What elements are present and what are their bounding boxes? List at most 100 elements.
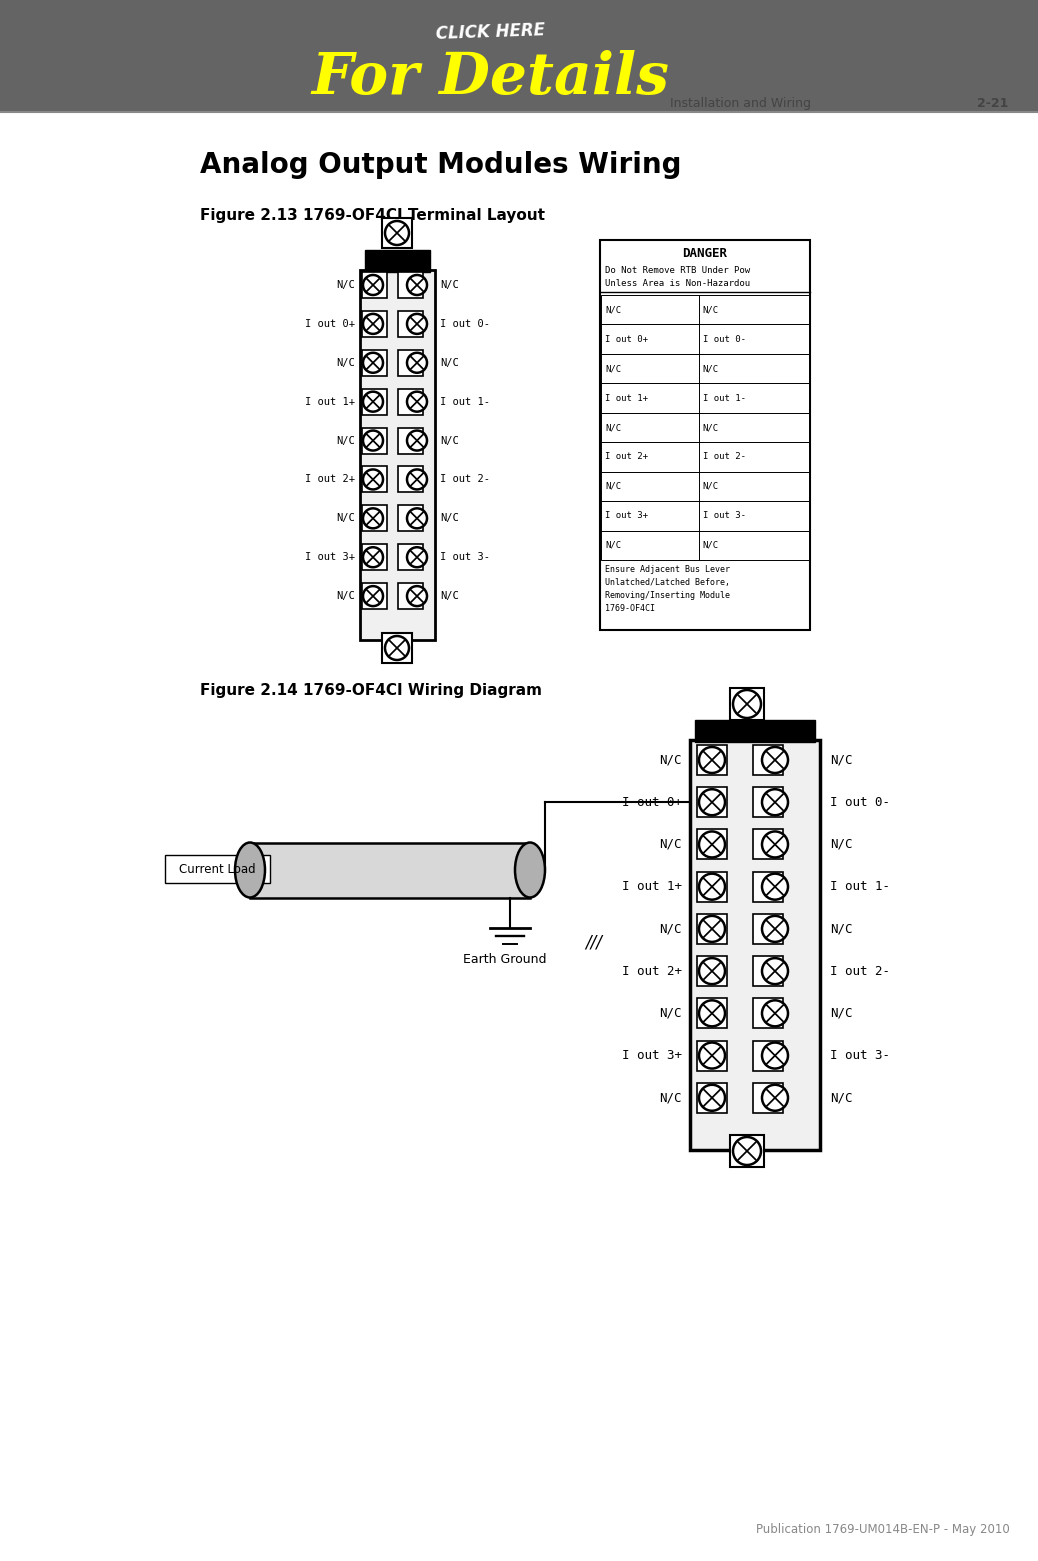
Bar — [398, 389, 424, 415]
Bar — [362, 506, 387, 531]
Bar — [601, 531, 809, 560]
Text: N/C: N/C — [336, 592, 355, 601]
Text: Figure 2.14 1769-OF4CI Wiring Diagram: Figure 2.14 1769-OF4CI Wiring Diagram — [200, 682, 542, 698]
Bar — [0, 0, 1038, 112]
Bar — [696, 871, 727, 902]
Bar — [398, 311, 424, 337]
Bar — [382, 634, 412, 663]
Bar — [696, 745, 727, 774]
Circle shape — [699, 958, 725, 983]
Text: I out 3+: I out 3+ — [622, 1049, 682, 1061]
Circle shape — [733, 690, 761, 718]
Text: N/C: N/C — [703, 306, 719, 314]
Text: I out 1-: I out 1- — [703, 393, 745, 403]
Text: N/C: N/C — [659, 923, 682, 935]
Bar — [600, 240, 810, 631]
Circle shape — [762, 916, 788, 941]
Bar — [398, 584, 424, 609]
Bar — [398, 350, 424, 376]
Text: N/C: N/C — [703, 423, 719, 432]
Circle shape — [762, 1043, 788, 1069]
Circle shape — [363, 431, 383, 451]
Circle shape — [699, 1085, 725, 1111]
Bar — [362, 311, 387, 337]
Circle shape — [407, 275, 427, 295]
Bar — [360, 270, 435, 640]
Text: Figure 2.13 1769-OF4CI Terminal Layout: Figure 2.13 1769-OF4CI Terminal Layout — [200, 208, 545, 223]
Bar — [601, 501, 809, 531]
Text: I out 3-: I out 3- — [703, 512, 745, 520]
Bar — [601, 295, 809, 325]
Circle shape — [762, 790, 788, 815]
Text: Unless Area is Non-Hazardou: Unless Area is Non-Hazardou — [605, 278, 750, 287]
Bar — [753, 787, 783, 818]
Circle shape — [699, 1001, 725, 1026]
Text: N/C: N/C — [605, 540, 621, 549]
Circle shape — [762, 1001, 788, 1026]
Text: N/C: N/C — [336, 279, 355, 290]
Text: N/C: N/C — [605, 482, 621, 490]
Text: I out 2+: I out 2+ — [305, 475, 355, 484]
Text: I out 0-: I out 0- — [703, 334, 745, 343]
Text: N/C: N/C — [830, 838, 852, 851]
Circle shape — [733, 1136, 761, 1165]
Text: Publication 1769-UM014B-EN-P - May 2010: Publication 1769-UM014B-EN-P - May 2010 — [757, 1524, 1010, 1536]
Text: I out 0-: I out 0- — [830, 796, 890, 809]
Text: 1769-OF4CI: 1769-OF4CI — [605, 604, 655, 613]
Bar — [696, 999, 727, 1029]
Bar — [753, 913, 783, 944]
Bar — [362, 389, 387, 415]
Circle shape — [762, 958, 788, 983]
Bar — [753, 999, 783, 1029]
Circle shape — [407, 353, 427, 373]
Circle shape — [385, 222, 409, 245]
Circle shape — [407, 431, 427, 451]
Text: N/C: N/C — [659, 838, 682, 851]
Text: I out 0-: I out 0- — [440, 318, 490, 329]
Text: I out 1-: I out 1- — [830, 880, 890, 893]
Text: I out 1+: I out 1+ — [622, 880, 682, 893]
Text: I out 3-: I out 3- — [830, 1049, 890, 1061]
Text: N/C: N/C — [659, 1007, 682, 1019]
Ellipse shape — [235, 843, 265, 898]
Text: N/C: N/C — [440, 436, 459, 445]
Text: N/C: N/C — [440, 592, 459, 601]
Bar — [362, 545, 387, 570]
Bar — [362, 584, 387, 609]
Text: Analog Output Modules Wiring: Analog Output Modules Wiring — [200, 151, 682, 180]
Text: Do Not Remove RTB Under Pow: Do Not Remove RTB Under Pow — [605, 265, 750, 275]
Bar — [601, 325, 809, 354]
Circle shape — [363, 314, 383, 334]
Circle shape — [363, 275, 383, 295]
Circle shape — [699, 916, 725, 941]
Text: Ensure Adjacent Bus Lever: Ensure Adjacent Bus Lever — [605, 565, 730, 574]
Circle shape — [363, 353, 383, 373]
Bar — [601, 354, 809, 384]
Text: Unlatched/Latched Before,: Unlatched/Latched Before, — [605, 578, 730, 587]
Bar — [601, 412, 809, 442]
Text: 2-21: 2-21 — [977, 97, 1008, 109]
Text: N/C: N/C — [336, 436, 355, 445]
Ellipse shape — [515, 843, 545, 898]
Bar — [753, 829, 783, 860]
Circle shape — [363, 585, 383, 606]
Bar — [398, 545, 424, 570]
Text: N/C: N/C — [440, 357, 459, 368]
Text: N/C: N/C — [830, 754, 852, 766]
Bar — [601, 471, 809, 501]
Text: I out 2-: I out 2- — [440, 475, 490, 484]
Bar — [753, 1041, 783, 1071]
Text: N/C: N/C — [830, 923, 852, 935]
Text: Installation and Wiring: Installation and Wiring — [670, 97, 811, 109]
Text: For Details: For Details — [311, 50, 670, 106]
Circle shape — [407, 470, 427, 490]
Text: I out 3+: I out 3+ — [305, 553, 355, 562]
Circle shape — [699, 1043, 725, 1069]
Bar — [382, 219, 412, 248]
Text: N/C: N/C — [605, 306, 621, 314]
Bar — [362, 272, 387, 298]
Bar — [696, 1083, 727, 1113]
Text: N/C: N/C — [440, 514, 459, 523]
Text: N/C: N/C — [703, 540, 719, 549]
Text: I out 0+: I out 0+ — [605, 334, 648, 343]
